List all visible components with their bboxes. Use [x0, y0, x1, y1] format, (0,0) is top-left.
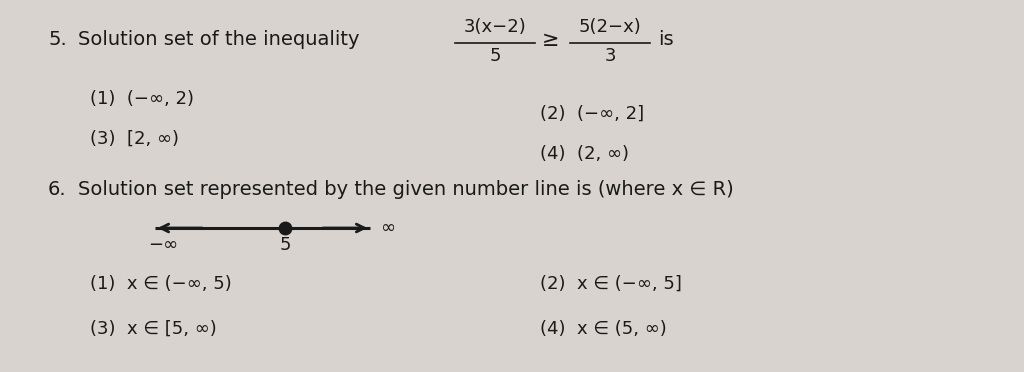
Text: (1)  x ∈ (−∞, 5): (1) x ∈ (−∞, 5)	[90, 275, 231, 293]
Text: 5(2−x): 5(2−x)	[579, 18, 641, 36]
Text: (3)  [2, ∞): (3) [2, ∞)	[90, 130, 179, 148]
Text: 3(x−2): 3(x−2)	[464, 18, 526, 36]
Text: 5: 5	[489, 47, 501, 65]
Text: (3)  x ∈ [5, ∞): (3) x ∈ [5, ∞)	[90, 320, 217, 338]
Text: (2)  (−∞, 2]: (2) (−∞, 2]	[540, 105, 644, 123]
Text: (1)  (−∞, 2): (1) (−∞, 2)	[90, 90, 194, 108]
Text: ∞: ∞	[380, 219, 395, 237]
Text: (4)  x ∈ (5, ∞): (4) x ∈ (5, ∞)	[540, 320, 667, 338]
Text: Solution set of the inequality: Solution set of the inequality	[78, 30, 359, 49]
Text: (2)  x ∈ (−∞, 5]: (2) x ∈ (−∞, 5]	[540, 275, 682, 293]
Text: 5.: 5.	[48, 30, 67, 49]
Text: Solution set represented by the given number line is (where x ∈ R): Solution set represented by the given nu…	[78, 180, 734, 199]
Text: (4)  (2, ∞): (4) (2, ∞)	[540, 145, 629, 163]
Text: 3: 3	[604, 47, 615, 65]
Text: is: is	[658, 30, 674, 49]
Text: −∞: −∞	[147, 236, 178, 254]
Text: ≥: ≥	[543, 30, 560, 50]
Text: 6.: 6.	[48, 180, 67, 199]
Text: 5: 5	[280, 236, 291, 254]
